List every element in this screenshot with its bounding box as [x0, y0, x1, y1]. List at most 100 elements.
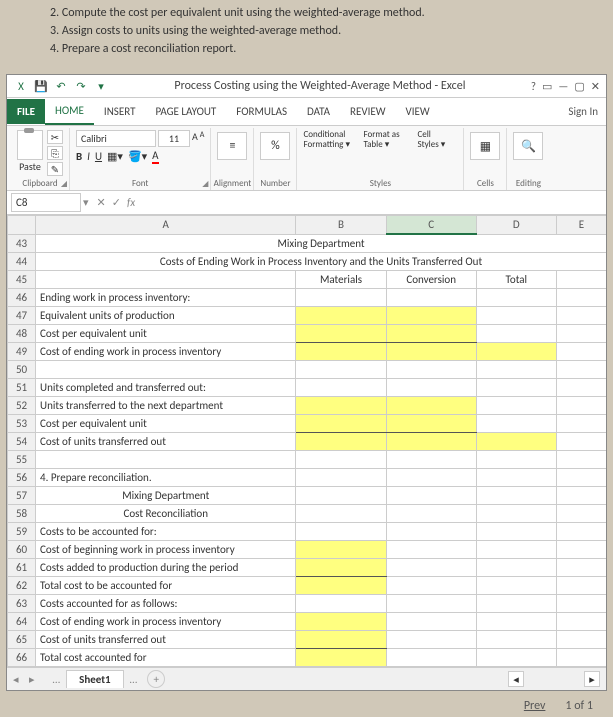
cell[interactable]: Total — [476, 271, 556, 289]
worksheet-area[interactable]: A B C D E 43Mixing Department 44Costs of… — [7, 215, 606, 667]
cell[interactable]: Cost of beginning work in process invent… — [36, 541, 296, 559]
cell[interactable]: Cost per equivalent unit — [36, 415, 296, 433]
row-header[interactable]: 61 — [8, 559, 36, 577]
alignment-icon[interactable]: ≡ — [217, 132, 247, 160]
cell[interactable] — [476, 343, 556, 361]
cell[interactable] — [556, 631, 606, 649]
row-header[interactable]: 53 — [8, 415, 36, 433]
qat-dropdown-icon[interactable]: ▾ — [93, 78, 109, 94]
cell[interactable] — [296, 325, 386, 343]
cell[interactable] — [556, 595, 606, 613]
cell[interactable]: Costs added to production during the per… — [36, 559, 296, 577]
cell[interactable] — [296, 595, 386, 613]
undo-icon[interactable]: ↶ — [53, 78, 69, 94]
cell[interactable]: Mixing Department — [36, 487, 296, 505]
maximize-icon[interactable]: ▢ — [574, 80, 584, 93]
row-header[interactable]: 47 — [8, 307, 36, 325]
tab-view[interactable]: VIEW — [396, 99, 440, 124]
hscroll-left-icon[interactable]: ◂ — [508, 671, 524, 687]
cell[interactable] — [296, 469, 386, 487]
fill-color-icon[interactable]: 🪣▾ — [128, 150, 147, 163]
redo-icon[interactable]: ↷ — [73, 78, 89, 94]
cell[interactable] — [386, 343, 476, 361]
cell[interactable] — [296, 523, 386, 541]
cell[interactable] — [556, 541, 606, 559]
cell[interactable] — [296, 577, 386, 595]
minimize-icon[interactable]: — — [558, 80, 568, 93]
tab-data[interactable]: DATA — [297, 99, 340, 124]
cell[interactable] — [296, 613, 386, 631]
cell[interactable] — [556, 487, 606, 505]
cells-icon[interactable]: ▦ — [470, 132, 500, 160]
cell[interactable] — [296, 505, 386, 523]
cell[interactable] — [476, 595, 556, 613]
cell[interactable] — [476, 361, 556, 379]
format-painter-icon[interactable]: ✎ — [47, 162, 63, 176]
cell[interactable] — [556, 415, 606, 433]
row-header[interactable]: 62 — [8, 577, 36, 595]
prev-link[interactable]: Prev — [524, 699, 546, 713]
row-header[interactable]: 66 — [8, 649, 36, 667]
col-header-c[interactable]: C — [386, 216, 476, 235]
cell[interactable] — [296, 451, 386, 469]
cell[interactable] — [476, 577, 556, 595]
cell[interactable]: Total cost to be accounted for — [36, 577, 296, 595]
paste-button[interactable]: Paste — [17, 130, 43, 176]
cell[interactable]: Costs of Ending Work in Process Inventor… — [36, 253, 606, 271]
cell[interactable] — [476, 379, 556, 397]
fx-icon[interactable]: fx — [127, 196, 135, 209]
enter-formula-icon[interactable]: ✓ — [112, 196, 121, 209]
cell[interactable] — [296, 361, 386, 379]
cell[interactable]: 4. Prepare reconciliation. — [36, 469, 296, 487]
cell-styles-button[interactable]: CellStyles ▾ — [417, 130, 457, 150]
cell[interactable]: Units transferred to the next department — [36, 397, 296, 415]
cell[interactable] — [476, 541, 556, 559]
cell[interactable] — [556, 325, 606, 343]
ribbon-options-icon[interactable]: ▭ — [542, 80, 552, 93]
cell[interactable] — [556, 469, 606, 487]
cell[interactable] — [386, 379, 476, 397]
name-box[interactable]: C8 — [11, 193, 81, 212]
grow-font-icon[interactable]: A — [192, 130, 198, 147]
cell[interactable] — [476, 307, 556, 325]
cell[interactable]: Cost of units transferred out — [36, 631, 296, 649]
border-icon[interactable]: ▦▾ — [107, 150, 123, 163]
cell[interactable] — [296, 559, 386, 577]
cell[interactable] — [36, 361, 296, 379]
row-header[interactable]: 43 — [8, 234, 36, 253]
cell[interactable] — [386, 361, 476, 379]
cell[interactable] — [386, 613, 476, 631]
row-header[interactable]: 51 — [8, 379, 36, 397]
cell[interactable] — [556, 397, 606, 415]
cell[interactable] — [476, 397, 556, 415]
format-as-table-button[interactable]: Format asTable ▾ — [363, 130, 413, 150]
cell[interactable] — [556, 649, 606, 667]
col-header-d[interactable]: D — [476, 216, 556, 235]
cell[interactable] — [386, 559, 476, 577]
cell[interactable] — [476, 451, 556, 469]
copy-icon[interactable]: ⎘ — [47, 146, 63, 160]
percent-icon[interactable]: % — [260, 132, 290, 160]
cell[interactable] — [386, 523, 476, 541]
cell[interactable] — [556, 361, 606, 379]
name-box-dropdown-icon[interactable]: ▾ — [83, 196, 89, 209]
col-header-a[interactable]: A — [36, 216, 296, 235]
cell[interactable] — [386, 469, 476, 487]
cell[interactable] — [556, 289, 606, 307]
cell[interactable] — [556, 307, 606, 325]
row-header[interactable]: 46 — [8, 289, 36, 307]
col-header-b[interactable]: B — [296, 216, 386, 235]
tab-page-layout[interactable]: PAGE LAYOUT — [145, 99, 226, 124]
sheet-nav-icons[interactable]: ◂ ▸ — [13, 673, 39, 686]
cell[interactable] — [296, 415, 386, 433]
cell[interactable] — [386, 577, 476, 595]
shrink-font-icon[interactable]: A — [200, 130, 205, 147]
cell[interactable] — [296, 541, 386, 559]
row-header[interactable]: 64 — [8, 613, 36, 631]
cell[interactable]: Costs to be accounted for: — [36, 523, 296, 541]
row-header[interactable]: 58 — [8, 505, 36, 523]
cell[interactable] — [386, 415, 476, 433]
row-header[interactable]: 44 — [8, 253, 36, 271]
cell[interactable] — [36, 451, 296, 469]
cell[interactable]: Cost per equivalent unit — [36, 325, 296, 343]
